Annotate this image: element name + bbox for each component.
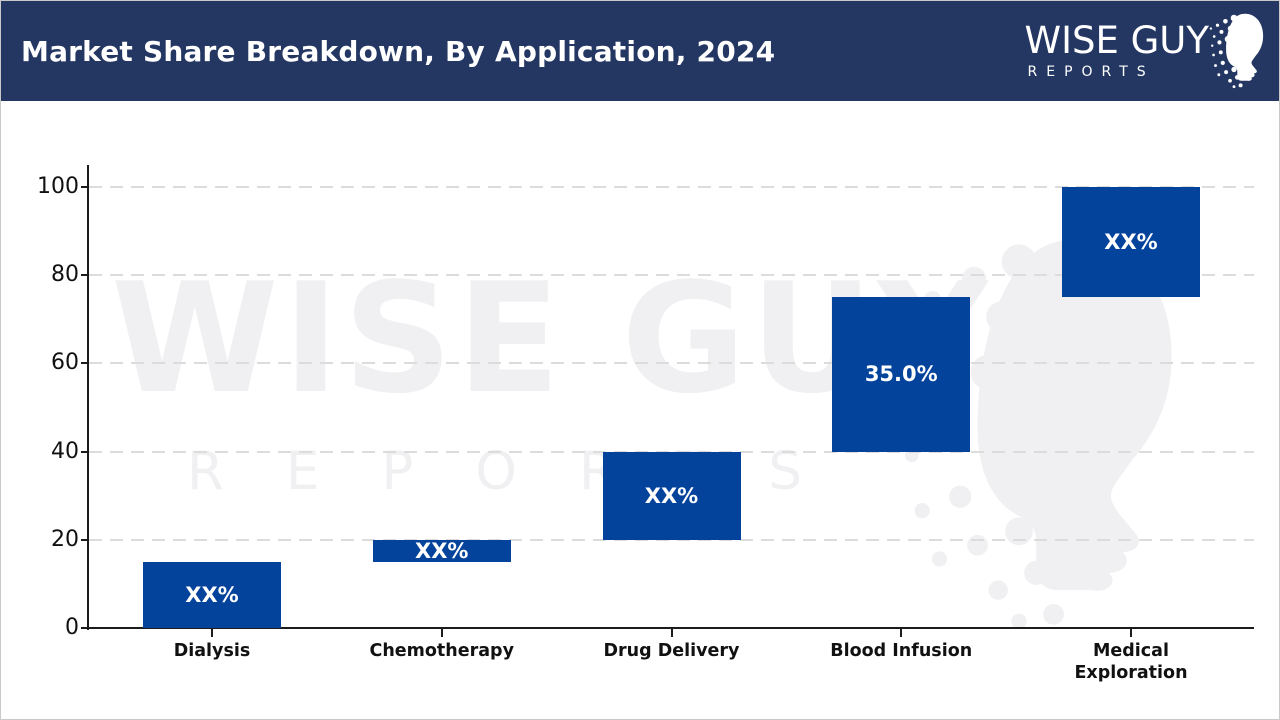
bar-value-label: XX% xyxy=(1104,230,1158,255)
y-gridline xyxy=(89,538,1254,541)
x-tick-mark xyxy=(211,629,213,637)
y-gridline xyxy=(89,362,1254,365)
bar-value-label: XX% xyxy=(644,483,699,508)
chart-title: Market Share Breakdown, By Application, … xyxy=(21,34,776,68)
logo-wordmark-line1: WISE GUY xyxy=(1024,19,1209,62)
y-axis-line xyxy=(87,165,89,630)
bar-segment-drug-delivery: XX% xyxy=(602,451,741,540)
y-tick-label: 60 xyxy=(51,350,79,376)
bar-value-label: XX% xyxy=(185,582,239,607)
y-gridline xyxy=(89,274,1254,277)
logo-wordmark-line2: REPORTS xyxy=(1027,64,1155,80)
bar-segment-blood-infusion: 35.0% xyxy=(832,297,971,452)
x-tick-mark xyxy=(1130,629,1132,637)
header-bar: Market Share Breakdown, By Application, … xyxy=(1,1,1279,101)
bar-segment-dialysis: XX% xyxy=(143,561,281,628)
x-tick-mark xyxy=(670,629,673,637)
y-tick-mark xyxy=(81,450,89,453)
x-category-label: Chemotherapy xyxy=(369,641,515,661)
wise-guy-logo: WISE GUY REPORTS xyxy=(1025,11,1267,91)
y-tick-mark xyxy=(81,186,89,189)
y-tick-label: 40 xyxy=(51,438,79,464)
y-tick-label: 0 xyxy=(65,615,79,640)
x-axis-line xyxy=(87,627,1254,629)
y-gridline xyxy=(89,186,1254,189)
bar-value-label: 35.0% xyxy=(864,362,938,387)
y-tick-label: 20 xyxy=(51,526,79,552)
y-tick-mark xyxy=(81,627,89,629)
y-tick-mark xyxy=(81,362,89,365)
y-tick-mark xyxy=(81,274,89,277)
x-category-label: Medical Exploration xyxy=(1074,641,1188,683)
x-category-label: Dialysis xyxy=(173,641,251,661)
bar-segment-medical-exploration: XX% xyxy=(1062,187,1200,298)
x-tick-mark xyxy=(900,629,903,637)
y-tick-mark xyxy=(81,538,89,541)
y-tick-label: 100 xyxy=(37,174,79,200)
bar-segment-chemotherapy: XX% xyxy=(372,538,511,563)
bar-value-label: XX% xyxy=(415,538,469,563)
wise-guy-face-icon xyxy=(1209,13,1264,89)
y-tick-label: 80 xyxy=(51,262,79,288)
x-category-label: Drug Delivery xyxy=(603,641,740,661)
x-category-label: Blood Infusion xyxy=(830,641,973,661)
logo-wordmark: WISE GUY REPORTS xyxy=(1025,22,1209,80)
x-tick-mark xyxy=(440,629,443,637)
